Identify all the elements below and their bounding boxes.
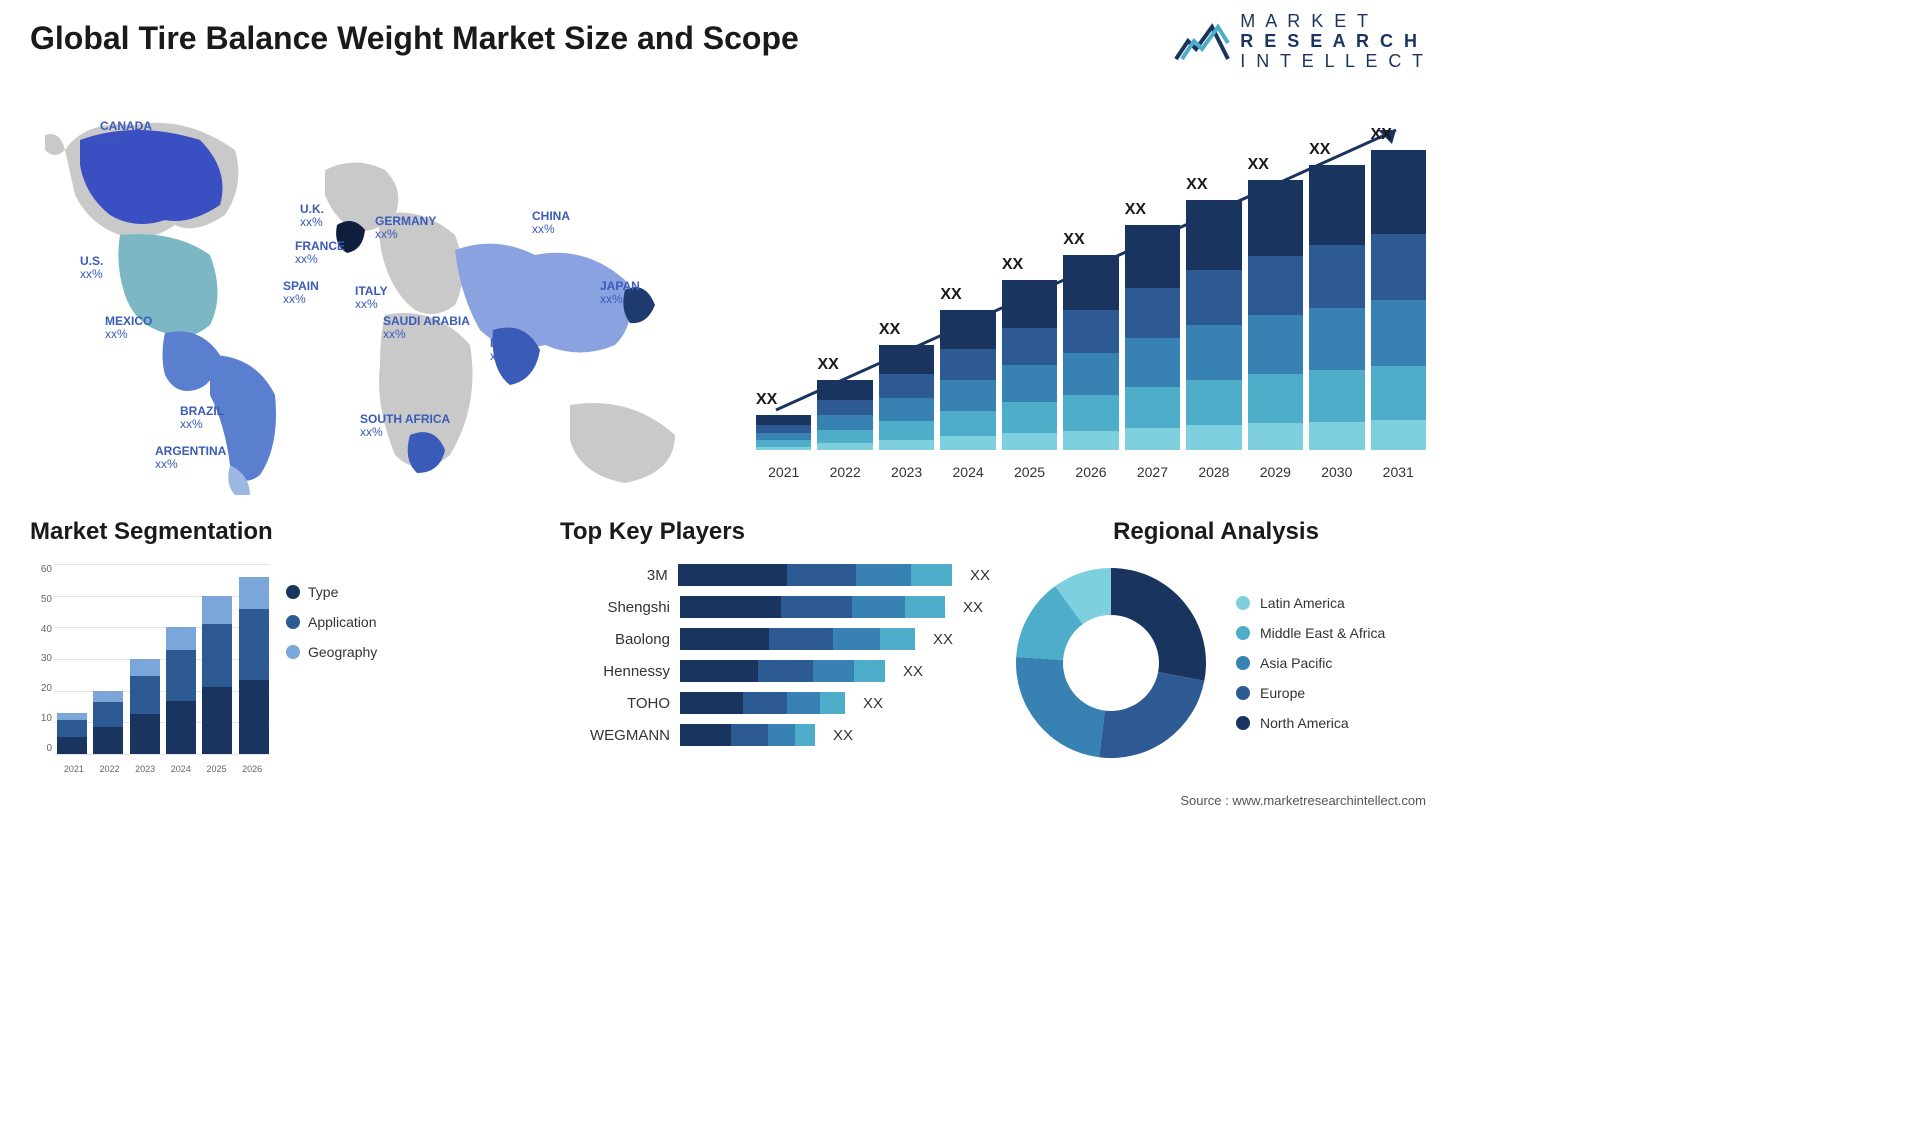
- map-label-germany: GERMANYxx%: [375, 215, 436, 241]
- ra-legend-item: Europe: [1236, 685, 1385, 701]
- page-title: Global Tire Balance Weight Market Size a…: [30, 20, 799, 57]
- bar-2021: XX: [756, 415, 811, 450]
- bar-2022: XX: [817, 380, 872, 450]
- segmentation-chart: 6050403020100 202120222023202420252026: [30, 564, 270, 774]
- bar-2029: XX: [1248, 180, 1303, 450]
- bar-2027: XX: [1125, 225, 1180, 450]
- bar-xaxis-label: 2025: [1002, 464, 1057, 480]
- ra-legend-item: Asia Pacific: [1236, 655, 1385, 671]
- map-label-argentina: ARGENTINAxx%: [155, 445, 226, 471]
- logo-icon: [1174, 19, 1230, 65]
- bar-xaxis-label: 2024: [940, 464, 995, 480]
- bar-xaxis-label: 2026: [1063, 464, 1118, 480]
- map-label-france: FRANCExx%: [295, 240, 345, 266]
- map-label-brazil: BRAZILxx%: [180, 405, 224, 431]
- brand-logo: M A R K E T R E S E A R C H I N T E L L …: [1174, 12, 1426, 71]
- map-label-saudi-arabia: SAUDI ARABIAxx%: [383, 315, 470, 341]
- bar-2030: XX: [1309, 165, 1364, 450]
- regional-analysis-section: Regional Analysis Latin America Middle Ea…: [1006, 518, 1426, 768]
- tkp-row-baolong: BaolongXX: [560, 628, 990, 650]
- regional-legend: Latin America Middle East & Africa Asia Pa…: [1236, 595, 1385, 731]
- segmentation-title: Market Segmentation: [30, 518, 450, 546]
- map-label-u.s.: U.S.xx%: [80, 255, 103, 281]
- top-key-players-section: Top Key Players 3MXX ShengshiXX BaolongXX H…: [560, 518, 990, 746]
- donut-slice-europe: [1099, 672, 1204, 758]
- bar-xaxis-label: 2031: [1371, 464, 1426, 480]
- map-label-italy: ITALYxx%: [355, 285, 388, 311]
- seg-legend-item: Type: [286, 584, 377, 600]
- seg-bar-2025: [202, 596, 232, 754]
- ra-title: Regional Analysis: [1006, 518, 1426, 546]
- bar-xaxis-label: 2021: [756, 464, 811, 480]
- tkp-row-3m: 3MXX: [560, 564, 990, 586]
- tkp-row-shengshi: ShengshiXX: [560, 596, 990, 618]
- map-label-u.k.: U.K.xx%: [300, 203, 324, 229]
- ra-legend-item: Latin America: [1236, 595, 1385, 611]
- market-segmentation-section: Market Segmentation 6050403020100 202120…: [30, 518, 450, 774]
- map-label-south-africa: SOUTH AFRICAxx%: [360, 413, 450, 439]
- bar-xaxis-label: 2022: [817, 464, 872, 480]
- bar-2025: XX: [1002, 280, 1057, 450]
- bar-xaxis-label: 2023: [879, 464, 934, 480]
- bar-2024: XX: [940, 310, 995, 450]
- map-label-japan: JAPANxx%: [600, 280, 640, 306]
- seg-bar-2026: [239, 577, 269, 754]
- bar-xaxis-label: 2029: [1248, 464, 1303, 480]
- source-text: Source : www.marketresearchintellect.com: [1180, 793, 1426, 808]
- market-size-bar-chart: XXXXXXXXXXXXXXXXXXXXXX 20212022202320242…: [756, 100, 1426, 480]
- map-label-spain: SPAINxx%: [283, 280, 319, 306]
- seg-bar-2021: [57, 713, 87, 754]
- donut-slice-north-america: [1111, 568, 1206, 681]
- seg-bar-2024: [166, 627, 196, 754]
- bar-2028: XX: [1186, 200, 1241, 450]
- logo-text: M A R K E T R E S E A R C H I N T E L L …: [1240, 12, 1426, 71]
- ra-legend-item: Middle East & Africa: [1236, 625, 1385, 641]
- map-label-india: INDIAxx%: [490, 337, 523, 363]
- map-label-canada: CANADAxx%: [100, 120, 152, 146]
- map-label-china: CHINAxx%: [532, 210, 570, 236]
- tkp-row-wegmann: WEGMANNXX: [560, 724, 990, 746]
- tkp-row-hennessy: HennessyXX: [560, 660, 990, 682]
- map-label-mexico: MEXICOxx%: [105, 315, 152, 341]
- ra-legend-item: North America: [1236, 715, 1385, 731]
- seg-bar-2022: [93, 691, 123, 754]
- bar-xaxis-label: 2028: [1186, 464, 1241, 480]
- seg-bar-2023: [130, 659, 160, 754]
- bar-2031: XX: [1371, 150, 1426, 450]
- tkp-title: Top Key Players: [560, 518, 990, 546]
- regional-donut-chart: [1006, 558, 1216, 768]
- segmentation-legend: Type Application Geography: [286, 564, 377, 774]
- bar-2023: XX: [879, 345, 934, 450]
- seg-legend-item: Application: [286, 614, 377, 630]
- bar-2026: XX: [1063, 255, 1118, 450]
- tkp-row-toho: TOHOXX: [560, 692, 990, 714]
- seg-legend-item: Geography: [286, 644, 377, 660]
- bar-xaxis-label: 2027: [1125, 464, 1180, 480]
- world-map: CANADAxx% U.S.xx% MEXICOxx% BRAZILxx% ARGENT…: [25, 95, 715, 495]
- bar-xaxis-label: 2030: [1309, 464, 1364, 480]
- donut-slice-asia-pacific: [1016, 657, 1105, 757]
